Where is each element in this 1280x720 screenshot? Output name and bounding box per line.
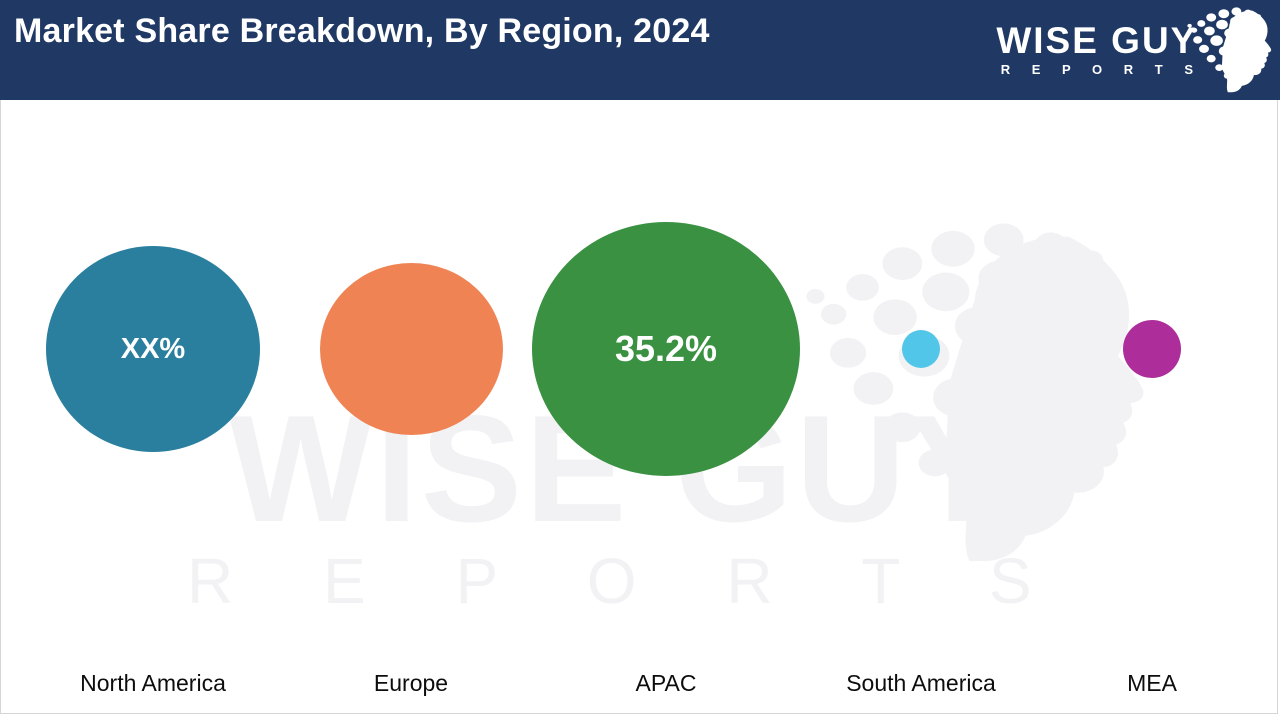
watermark-head-icon	[806, 223, 1144, 562]
brand-logo-subtitle: R E P O R T S	[1000, 61, 1202, 77]
bubble-north-america[interactable]: XX%	[46, 246, 260, 452]
bubble-south-america[interactable]	[902, 330, 940, 368]
page-title: Market Share Breakdown, By Region, 2024	[14, 12, 710, 50]
category-label-apac: APAC	[635, 670, 697, 696]
bubble-mea[interactable]	[1123, 320, 1181, 378]
bubble-value-label: 35.2%	[614, 328, 718, 369]
category-label-europe: Europe	[373, 670, 449, 696]
watermark-text-line2: R E P O R T S	[187, 545, 1068, 617]
category-label-mea: MEA	[1127, 670, 1177, 696]
bubble-europe[interactable]	[319, 263, 503, 435]
brand-head-icon	[1187, 7, 1272, 93]
brand-logo-text: WISE GUY R E P O R T S	[992, 19, 1202, 78]
header-banner: Market Share Breakdown, By Region, 2024 …	[0, 0, 1280, 100]
brand-logo-name: WISE GUY	[996, 19, 1198, 61]
category-label-north-america: North America	[80, 670, 226, 696]
bubble-chart: WISE GUY R E P O R T S XX% North America E…	[0, 100, 1278, 714]
bubble-apac[interactable]: 35.2%	[532, 222, 800, 476]
brand-logo: WISE GUY R E P O R T S	[992, 6, 1276, 96]
category-label-south-america: South America	[846, 670, 996, 696]
bubble-value-label: XX%	[120, 332, 186, 365]
